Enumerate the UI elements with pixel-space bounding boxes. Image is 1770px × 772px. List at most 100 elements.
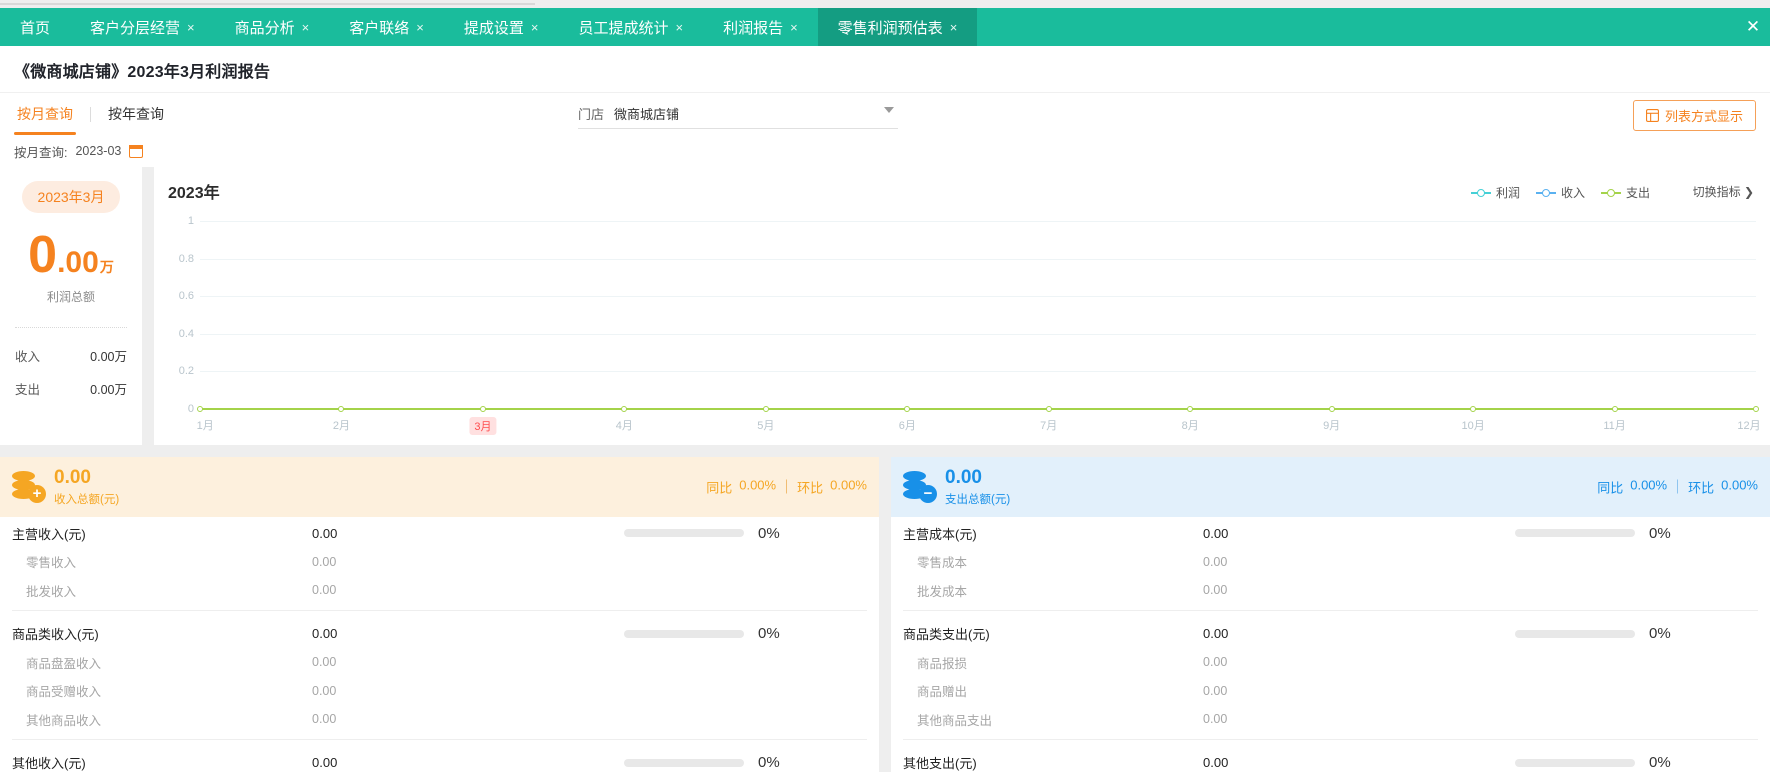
income-mom: 环比 0.00% (797, 477, 867, 496)
close-icon[interactable]: × (416, 19, 424, 35)
row-group: 商品类支出(元) 0.00 0% 商品报损 0.00 商品赠出 0.00 其他商品支出 0.00 (903, 617, 1758, 733)
row-separator (12, 739, 867, 741)
tab-query-by-month[interactable]: 按月查询 (14, 93, 76, 135)
summary-row-label: 支出 (15, 383, 41, 397)
coin-plus-icon: + (12, 470, 46, 503)
grid-line (200, 296, 1756, 298)
legend-marker (1470, 188, 1491, 197)
tab-item[interactable]: 客户分层经营 × (70, 8, 215, 46)
data-point (1328, 406, 1335, 412)
row-amount: 0.00 (1203, 683, 1228, 698)
row-percent: 0% (1649, 754, 1671, 772)
close-icon[interactable]: × (675, 19, 684, 35)
minor-row: 商品受赠收入 0.00 (12, 676, 867, 705)
expense-yoy-value: 0.00% (1630, 477, 1668, 493)
profit-total-value: 0 .00 万 (28, 229, 114, 281)
row-label: 商品类收入(元) (12, 627, 99, 643)
expense-rows: 主营成本(元) 0.00 0% 零售成本 0.00 批发成本 0.00 商品类支出(元) 0.0… (891, 517, 1770, 772)
close-icon[interactable]: × (949, 19, 958, 35)
income-comparison-stats: 同比 0.00% 环比 0.00% (706, 477, 867, 496)
profit-total-caption: 利润总额 (46, 290, 95, 304)
y-axis-tick: 0.8 (178, 252, 194, 265)
data-point (197, 406, 203, 412)
chart-legend: 利润 收入 支出 (1470, 184, 1650, 201)
list-view-icon (1645, 109, 1659, 122)
row-label: 零售收入 (26, 556, 77, 571)
row-percent: 0% (758, 524, 780, 542)
summary-row-value: 0.00万 (90, 383, 127, 397)
row-amount: 0.00 (312, 525, 338, 541)
tab-item[interactable]: 客户联络 × (329, 8, 444, 46)
x-axis-tick: 9月 (1323, 420, 1341, 432)
minor-row: 商品盘盈收入 0.00 (12, 648, 867, 677)
income-panel: + 0.00 收入总额(元) 同比 0.00% 环比 0.00% (0, 457, 879, 772)
close-icon[interactable]: × (530, 19, 539, 35)
chart-plot-area: 0 0.2 0.4 0.6 0.8 1 (168, 215, 1759, 415)
row-amount: 0.00 (312, 583, 337, 598)
legend-marker (1535, 188, 1556, 197)
row-amount: 0.00 (312, 712, 337, 727)
income-panel-header: + 0.00 收入总额(元) 同比 0.00% 环比 0.00% (0, 457, 879, 517)
tab-label: 利润报告 (723, 19, 784, 37)
tab-item[interactable]: 员工提成统计 × (558, 8, 703, 46)
close-all-tabs-icon[interactable]: ✕ (1745, 17, 1761, 36)
expense-mom: 环比 0.00% (1688, 477, 1758, 496)
legend-label: 收入 (1560, 186, 1585, 200)
income-yoy: 同比 0.00% (706, 477, 776, 496)
expense-panel: − 0.00 支出总额(元) 同比 0.00% 环比 0.00% (891, 457, 1770, 772)
major-row: 其他收入(元) 0.00 0% (12, 748, 867, 772)
x-axis-tick: 12月 (1737, 420, 1761, 432)
profit-total-whole: 0 (28, 226, 58, 284)
tab-item[interactable]: 提成设置 × (444, 8, 559, 46)
tab-query-by-year[interactable]: 按年查询 (108, 106, 164, 122)
legend-item[interactable]: 利润 (1470, 184, 1520, 201)
income-rows: 主营收入(元) 0.00 0% 零售收入 0.00 批发收入 0.00 商品类收入(元) 0.0… (0, 517, 879, 772)
store-select-label: 门店 (578, 107, 605, 122)
close-icon[interactable]: × (790, 19, 798, 35)
expense-total-caption: 支出总额(元) (945, 493, 1011, 506)
income-mom-value: 0.00% (830, 477, 867, 493)
profit-total-unit: 万 (99, 259, 114, 275)
row-progress-bar (624, 758, 744, 767)
major-row: 商品类支出(元) 0.00 0% (903, 619, 1758, 648)
store-select[interactable]: 门店 微商城店铺 (578, 99, 898, 129)
tab-item[interactable]: 零售利润预估表 × (817, 8, 978, 46)
x-axis-tick: 4月 (615, 420, 633, 432)
x-axis-tick: 3月 (469, 417, 497, 435)
chart-x-axis: 1月 2月 3月 4月 5月 6月 7月 8月 9月 10月 11月 12月 (197, 413, 1761, 439)
tab-item[interactable]: 首页 (0, 8, 70, 46)
x-axis-tick: 5月 (757, 420, 775, 432)
row-amount: 0.00 (1203, 712, 1228, 727)
y-axis-tick: 0.6 (178, 290, 194, 303)
data-point (479, 406, 486, 412)
calendar-icon[interactable] (129, 144, 144, 158)
legend-item[interactable]: 收入 (1535, 184, 1585, 201)
legend-label: 利润 (1495, 186, 1520, 200)
switch-metric-button[interactable]: 切换指标 ❯ (1692, 185, 1754, 199)
row-progress-bar (1515, 758, 1635, 767)
period-badge: 2023年3月 (21, 181, 121, 213)
coin-minus-icon: − (903, 470, 937, 503)
row-label: 商品盘盈收入 (26, 656, 102, 671)
x-axis-tick: 2月 (332, 420, 351, 432)
row-label: 商品报损 (917, 656, 968, 671)
row-amount: 0.00 (1203, 554, 1228, 569)
tab-bar-spacer (977, 8, 1736, 46)
list-view-button[interactable]: 列表方式显示 (1632, 100, 1756, 131)
minor-row: 商品报损 0.00 (903, 648, 1758, 677)
close-icon[interactable]: × (301, 19, 310, 35)
row-amount: 0.00 (1203, 626, 1229, 642)
close-icon[interactable]: × (187, 19, 195, 35)
row-group: 主营收入(元) 0.00 0% 零售收入 0.00 批发收入 0.00 (12, 517, 867, 605)
tab-bar: 首页 客户分层经营 × 商品分析 × 客户联络 × 提成设置 × 员工提成统计 × 利润报告 × 零售利润… (0, 8, 1770, 46)
y-axis-tick: 0.2 (178, 365, 194, 378)
tab-item[interactable]: 商品分析 × (215, 8, 330, 46)
legend-item[interactable]: 支出 (1600, 184, 1650, 201)
row-label: 批发收入 (26, 584, 77, 599)
y-axis-tick: 0 (187, 403, 194, 415)
month-picker-value: 2023-03 (75, 144, 122, 158)
row-amount: 0.00 (1203, 655, 1228, 670)
tab-label: 员工提成统计 (578, 19, 669, 37)
row-separator (903, 739, 1758, 741)
tab-item[interactable]: 利润报告 × (703, 8, 818, 46)
